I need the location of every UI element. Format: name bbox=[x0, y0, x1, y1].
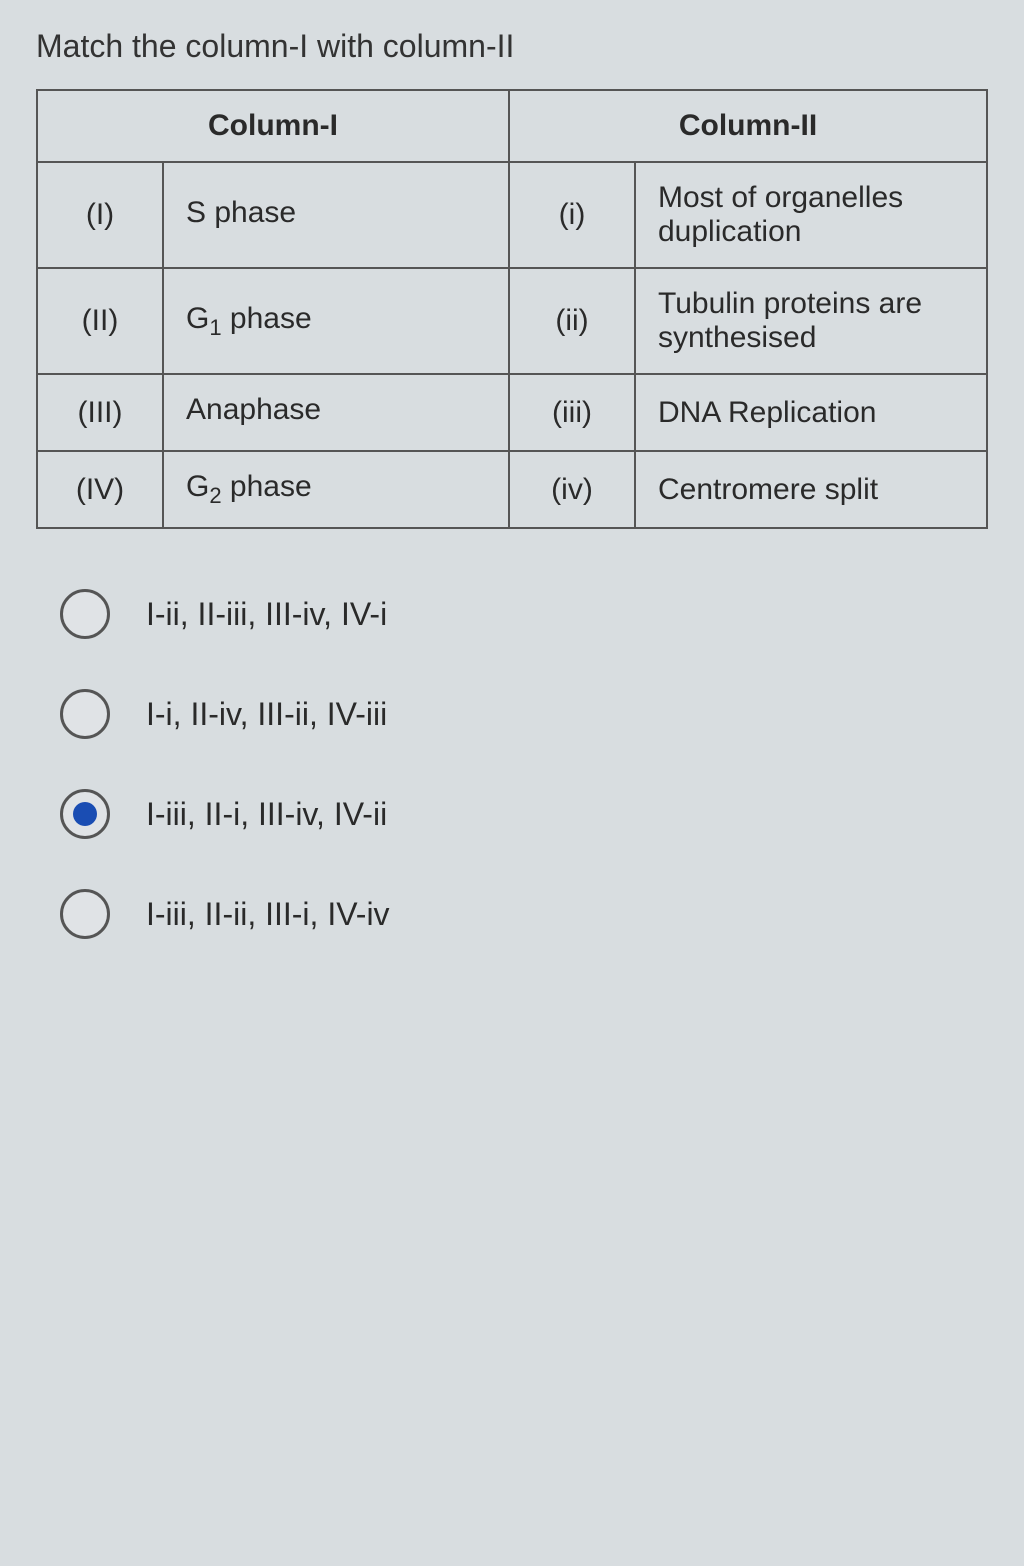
option-label: I-iii, II-i, III-iv, IV-ii bbox=[146, 796, 387, 833]
roman-cell: (III) bbox=[37, 374, 163, 451]
table-row: (III) Anaphase (iii) DNA Replication bbox=[37, 374, 987, 451]
col1-cell: S phase bbox=[163, 162, 509, 268]
table-row: (II) G1 phase (ii) Tubulin proteins are … bbox=[37, 268, 987, 374]
arabic-cell: (ii) bbox=[509, 268, 635, 374]
radio-icon bbox=[60, 689, 110, 739]
col1-cell: G2 phase bbox=[163, 451, 509, 528]
col2-header: Column-II bbox=[509, 90, 987, 162]
roman-cell: (II) bbox=[37, 268, 163, 374]
option-c[interactable]: I-iii, II-i, III-iv, IV-ii bbox=[60, 789, 988, 839]
col1-header: Column-I bbox=[37, 90, 509, 162]
arabic-cell: (iv) bbox=[509, 451, 635, 528]
roman-cell: (IV) bbox=[37, 451, 163, 528]
roman-cell: (I) bbox=[37, 162, 163, 268]
col2-cell: Centromere split bbox=[635, 451, 987, 528]
col2-cell: DNA Replication bbox=[635, 374, 987, 451]
col1-cell: Anaphase bbox=[163, 374, 509, 451]
table-row: (IV) G2 phase (iv) Centromere split bbox=[37, 451, 987, 528]
question-page: Match the column-I with column-II Column… bbox=[0, 0, 1024, 967]
arabic-cell: (i) bbox=[509, 162, 635, 268]
radio-icon bbox=[60, 589, 110, 639]
option-b[interactable]: I-i, II-iv, III-ii, IV-iii bbox=[60, 689, 988, 739]
col2-cell: Most of organelles duplication bbox=[635, 162, 987, 268]
question-text: Match the column-I with column-II bbox=[36, 28, 988, 65]
radio-icon bbox=[60, 889, 110, 939]
option-label: I-iii, II-ii, III-i, IV-iv bbox=[146, 896, 390, 933]
col2-cell: Tubulin proteins are synthesised bbox=[635, 268, 987, 374]
option-a[interactable]: I-ii, II-iii, III-iv, IV-i bbox=[60, 589, 988, 639]
option-label: I-ii, II-iii, III-iv, IV-i bbox=[146, 596, 387, 633]
match-table: Column-I Column-II (I) S phase (i) Most … bbox=[36, 89, 988, 529]
option-d[interactable]: I-iii, II-ii, III-i, IV-iv bbox=[60, 889, 988, 939]
arabic-cell: (iii) bbox=[509, 374, 635, 451]
col1-cell: G1 phase bbox=[163, 268, 509, 374]
option-label: I-i, II-iv, III-ii, IV-iii bbox=[146, 696, 387, 733]
options-group: I-ii, II-iii, III-iv, IV-i I-i, II-iv, I… bbox=[36, 589, 988, 939]
radio-icon bbox=[60, 789, 110, 839]
table-row: (I) S phase (i) Most of organelles dupli… bbox=[37, 162, 987, 268]
